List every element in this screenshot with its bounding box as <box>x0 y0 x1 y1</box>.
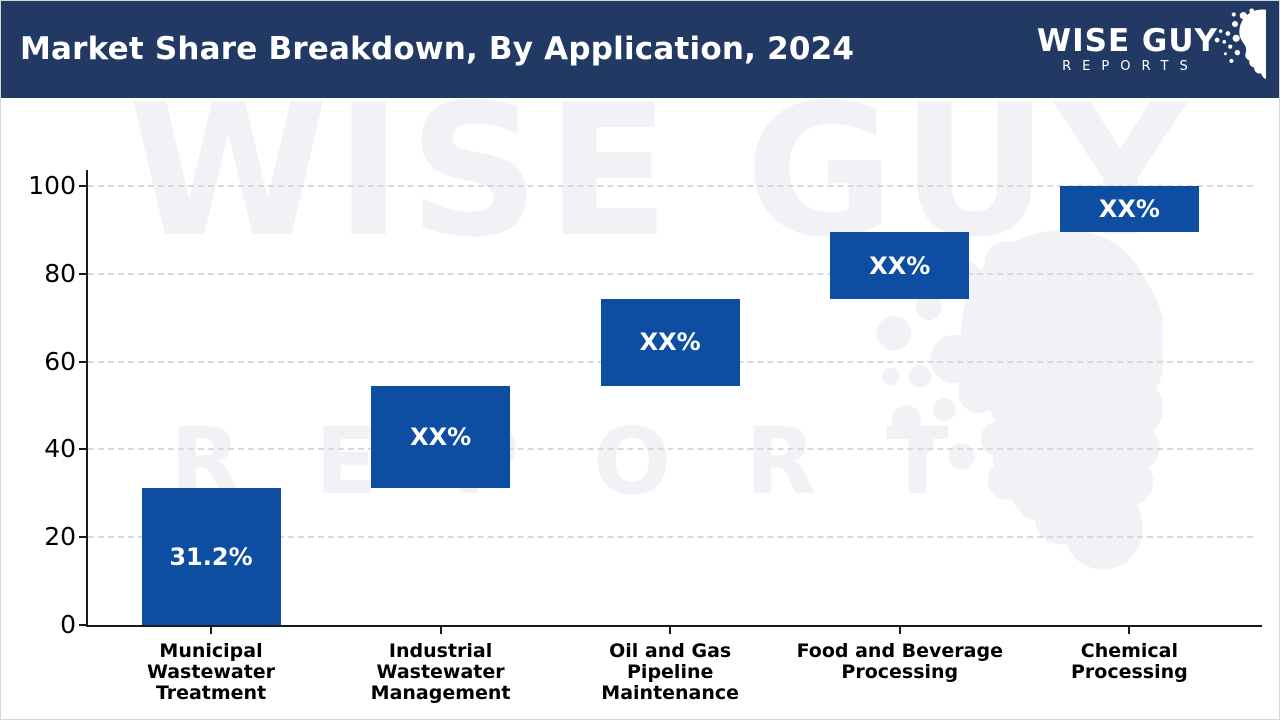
logo-subtitle: REPORTS <box>1062 58 1199 74</box>
bar-value-label: 31.2% <box>169 542 253 571</box>
x-tick-mark-5 <box>1128 627 1131 634</box>
wiseguy-logo: WISE GUY REPORTS <box>1037 7 1280 91</box>
y-axis-line <box>86 170 88 627</box>
logo-wordmark-block: WISE GUY REPORTS <box>1036 22 1218 74</box>
y-tick-mark-100 <box>79 185 87 187</box>
gridline-20 <box>88 536 1253 539</box>
y-tick-mark-80 <box>79 272 87 275</box>
bar-value-label: XX% <box>639 328 701 357</box>
chart-title: Market Share Breakdown, By Application, … <box>20 31 855 67</box>
x-tick-mark-4 <box>898 627 901 634</box>
x-tick-mark-1 <box>210 627 212 634</box>
y-tick-label-60: 60 <box>44 346 76 376</box>
header-bar: Market Share Breakdown, By Application, … <box>0 0 1280 98</box>
category-label-2: Industrial Wastewater Management <box>370 640 511 704</box>
logo-wordmark: WISE GUY <box>1036 22 1218 59</box>
bar-4: XX% <box>830 232 970 300</box>
bar-value-label: XX% <box>869 251 931 280</box>
bar-value-label: XX% <box>1098 195 1160 224</box>
y-tick-mark-0 <box>79 624 87 626</box>
x-tick-mark-3 <box>669 627 672 634</box>
y-tick-label-80: 80 <box>44 258 76 288</box>
y-tick-label-0: 0 <box>60 610 76 639</box>
gridline-80 <box>88 272 1253 275</box>
y-tick-mark-20 <box>79 536 87 539</box>
gridline-100 <box>88 185 1253 187</box>
y-tick-label-40: 40 <box>44 434 76 464</box>
bar-5: XX% <box>1059 186 1199 233</box>
bar-2: XX% <box>371 385 511 489</box>
category-label-5: Chemical Processing <box>1071 640 1188 683</box>
y-tick-mark-40 <box>79 448 87 451</box>
x-axis-line <box>86 625 1262 627</box>
logo-face-icon <box>1209 8 1266 79</box>
chart-area: WISE GUY REPORTS 0 20 40 60 80 100 31.2% XX% XX… <box>0 65 1280 720</box>
category-label-4: Food and Beverage Processing <box>796 640 1003 683</box>
y-tick-label-100: 100 <box>28 171 76 200</box>
bar-value-label: XX% <box>410 422 472 451</box>
y-tick-mark-60 <box>79 360 87 363</box>
x-tick-mark-2 <box>439 627 442 634</box>
y-tick-label-20: 20 <box>44 522 76 552</box>
watermark-subtitle: REPORTS <box>170 408 1164 515</box>
gridline-40 <box>88 448 1253 451</box>
category-label-1: Municipal Wastewater Treatment <box>146 640 276 704</box>
bar-3: XX% <box>600 299 740 386</box>
category-label-3: Oil and Gas Pipeline Maintenance <box>601 640 740 704</box>
bar-1: 31.2% <box>141 488 281 625</box>
